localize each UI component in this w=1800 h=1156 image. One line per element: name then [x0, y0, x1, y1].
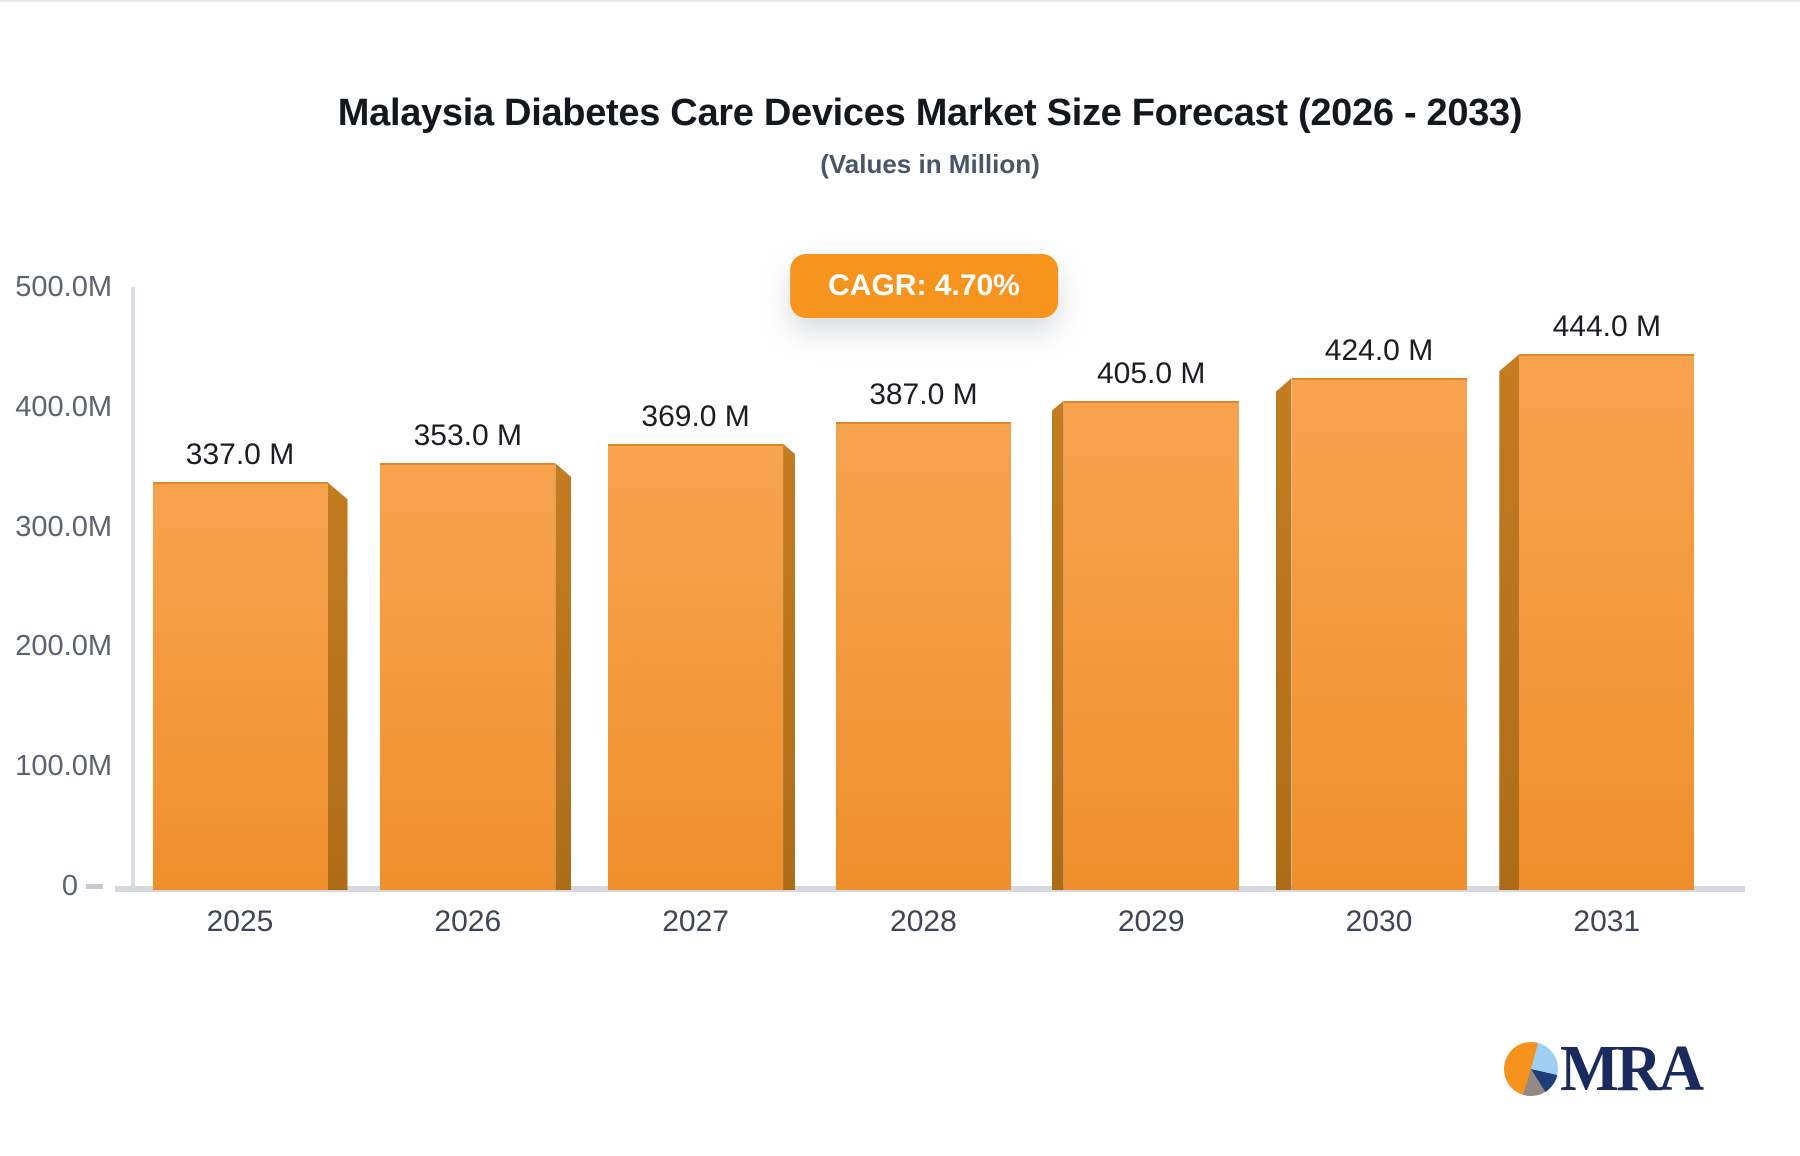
- bar-2029: 405.0 M: [1051, 357, 1239, 890]
- bar-side-bevel: [783, 443, 796, 890]
- y-axis-label: 400.0M: [15, 390, 112, 423]
- x-axis-label: 2031: [1573, 905, 1641, 938]
- y-axis-label: 300.0M: [15, 510, 112, 543]
- bar-face: [608, 443, 784, 890]
- x-axis-label: 2026: [434, 905, 502, 938]
- bar-value-label: 424.0 M: [1324, 334, 1434, 368]
- bar-value-label: 405.0 M: [1096, 356, 1206, 390]
- bar-side-bevel: [1275, 378, 1292, 890]
- bar-2025: 337.0 M: [152, 438, 348, 890]
- page-title: Malaysia Diabetes Care Devices Market Si…: [337, 92, 1523, 134]
- chart-header: Malaysia Diabetes Care Devices Market Si…: [60, 92, 1800, 180]
- x-axis-label: 2025: [206, 905, 274, 938]
- logo-text: MRA: [1560, 1032, 1704, 1105]
- bar-side-bevel: [555, 463, 572, 890]
- bar-value-label: 369.0 M: [641, 399, 750, 433]
- bar-face: [835, 422, 1011, 890]
- bar-face: [1519, 354, 1695, 890]
- bar-2027: 369.0 M: [608, 400, 796, 890]
- x-axis-label: 2027: [662, 905, 729, 938]
- bar-value-label: 337.0 M: [185, 438, 295, 472]
- bar-face: [1291, 378, 1467, 890]
- bar-side-bevel: [327, 482, 348, 890]
- y-axis-line: [131, 287, 135, 888]
- bar-2028: 387.0 M: [835, 378, 1011, 890]
- mra-logo: MRA: [1504, 1032, 1709, 1105]
- bar-value-label: 353.0 M: [413, 419, 522, 453]
- bar-value-label: 444.0 M: [1552, 310, 1661, 344]
- bar-side-bevel: [1051, 400, 1064, 890]
- y-axis-label: 0: [61, 870, 78, 902]
- zero-tick-mark: [86, 884, 103, 889]
- bar-2026: 353.0 M: [380, 419, 572, 890]
- x-axis-label: 2030: [1345, 905, 1413, 938]
- bar-value-label: 387.0 M: [869, 378, 978, 412]
- cagr-badge: CAGR: 4.70%: [790, 254, 1058, 318]
- bar-face: [152, 482, 328, 890]
- y-axis-label: 200.0M: [15, 630, 112, 663]
- y-axis-label: 100.0M: [15, 750, 112, 783]
- window-top-edge: [0, 0, 1800, 2]
- bar-face: [1063, 400, 1239, 890]
- bar-2030: 424.0 M: [1275, 334, 1467, 890]
- x-axis-label: 2028: [890, 905, 957, 938]
- chart-subtitle: (Values in Million): [820, 149, 1040, 179]
- bar-face: [380, 463, 556, 890]
- bar-2031: 444.0 M: [1499, 310, 1695, 890]
- pie-chart-logo-icon: [1504, 1042, 1558, 1096]
- x-axis-label: 2029: [1117, 905, 1185, 938]
- bar-side-bevel: [1499, 354, 1520, 890]
- y-axis-label: 500.0M: [15, 271, 112, 303]
- cagr-label: CAGR: 4.70%: [828, 269, 1020, 302]
